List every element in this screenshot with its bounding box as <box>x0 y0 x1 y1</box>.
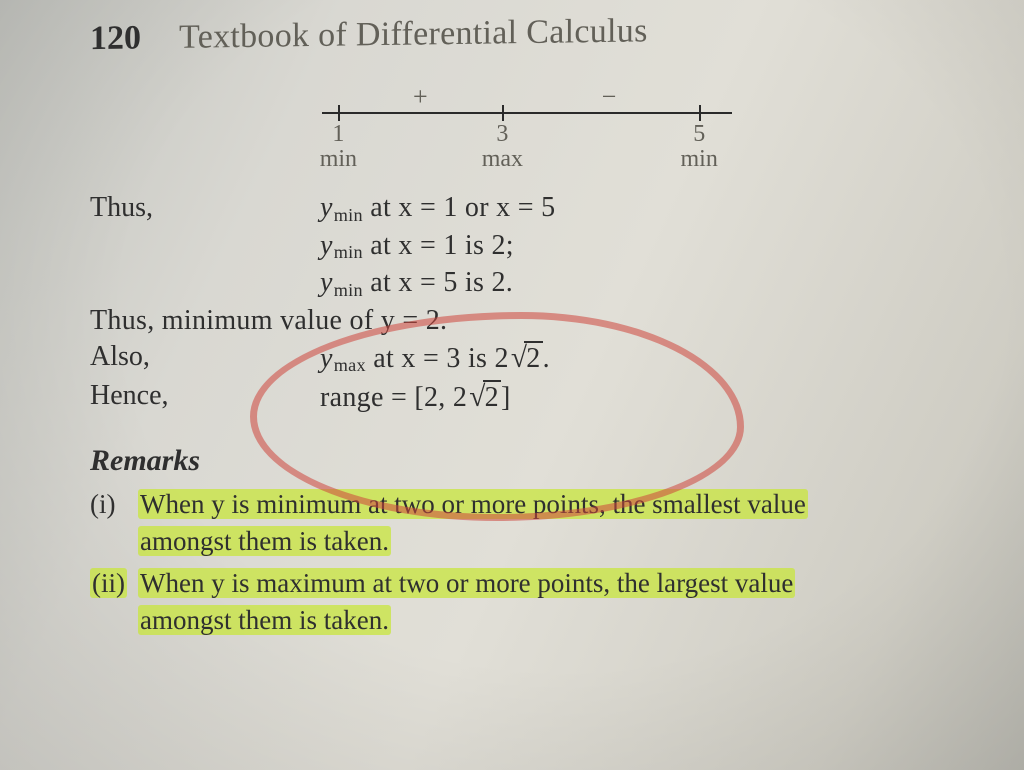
lead-thus: Thus, <box>90 192 320 224</box>
book-title: Textbook of Differential Calculus <box>179 12 648 57</box>
page-header: 120 Textbook of Differential Calculus <box>90 8 964 58</box>
numberline-role: min <box>681 146 718 172</box>
expr-ymax: ymax at x = 3 is 2 2. <box>320 341 550 377</box>
numberline-tick <box>338 105 340 121</box>
line-also: Also, ymax at x = 3 is 2 2. <box>90 341 964 377</box>
radicand: 2 <box>524 341 542 375</box>
numberline-sign-plus: + <box>413 82 428 112</box>
highlight: When y is maximum at two or more points,… <box>138 568 795 598</box>
expr-ymin-2: ymin at x = 1 is 2; <box>320 230 514 264</box>
sqrt-icon: 2 <box>467 380 501 414</box>
sub-min: min <box>333 205 363 225</box>
var-y: y <box>320 343 333 374</box>
var-y: y <box>320 192 333 223</box>
numberline-role: min <box>320 146 357 172</box>
sub-max: max <box>333 355 366 375</box>
numberline-value: 3 <box>496 121 508 147</box>
expr-ymin-3: ymin at x = 5 is 2. <box>320 267 513 301</box>
radicand: 2 <box>483 380 501 414</box>
period: . <box>543 343 550 374</box>
line-ymin-3: ymin at x = 5 is 2. <box>90 267 964 301</box>
line-minvalue: Thus, minimum value of y = 2. <box>90 305 964 337</box>
var-y: y <box>320 267 333 298</box>
line-hence: Hence, range = [2, 2 2] <box>90 380 964 414</box>
highlight: amongst them is taken. <box>138 605 391 635</box>
numberline-label: 1 min <box>320 122 357 172</box>
highlight: When y is minimum at two or more points,… <box>138 489 808 519</box>
sign-number-line: + − 1 min 3 max 5 min <box>322 84 732 174</box>
page: 120 Textbook of Differential Calculus + … <box>0 0 1024 770</box>
remark-text: When y is maximum at two or more points,… <box>138 565 795 638</box>
numberline-value: 1 <box>332 121 344 147</box>
line-thus-1: Thus, ymin at x = 1 or x = 5 <box>90 192 964 226</box>
text: at x = 1 is 2; <box>363 230 514 261</box>
numberline-role: max <box>482 146 523 172</box>
lead-hence: Hence, <box>90 380 320 412</box>
min-value-sentence: Thus, minimum value of y = 2. <box>90 305 447 337</box>
expr-ymin-1: ymin at x = 1 or x = 5 <box>320 192 555 226</box>
expr-range: range = [2, 2 2] <box>320 380 511 414</box>
var-y: y <box>320 230 333 261</box>
numberline-label: 3 max <box>482 122 523 172</box>
text: at x = 3 is 2 <box>366 343 509 374</box>
remark-i: (i) When y is minimum at two or more poi… <box>90 486 964 559</box>
numberline-sign-minus: − <box>602 82 617 112</box>
sub-min: min <box>333 280 363 300</box>
remarks-heading: Remarks <box>90 444 964 478</box>
numberline-tick <box>502 105 504 121</box>
numberline-tick <box>699 105 701 121</box>
range-text: range = [2, 2 <box>320 382 467 413</box>
sub-min: min <box>333 242 363 262</box>
lead-also: Also, <box>90 341 320 373</box>
line-ymin-2: ymin at x = 1 is 2; <box>90 230 964 264</box>
remark-ii: (ii) When y is maximum at two or more po… <box>90 565 964 638</box>
range-close: ] <box>501 382 511 413</box>
remark-number: (i) <box>90 486 128 559</box>
highlight: amongst them is taken. <box>138 526 391 556</box>
text: at x = 5 is 2. <box>363 267 513 298</box>
remark-text: When y is minimum at two or more points,… <box>138 486 808 559</box>
text: at x = 1 or x = 5 <box>363 192 556 223</box>
remark-number: (ii) <box>90 565 128 638</box>
numberline-label: 5 min <box>681 122 718 172</box>
numberline-value: 5 <box>693 121 705 147</box>
page-number: 120 <box>90 19 141 58</box>
numberline-axis <box>322 112 732 114</box>
highlight: (ii) <box>90 568 127 598</box>
sqrt-icon: 2 <box>509 341 543 375</box>
